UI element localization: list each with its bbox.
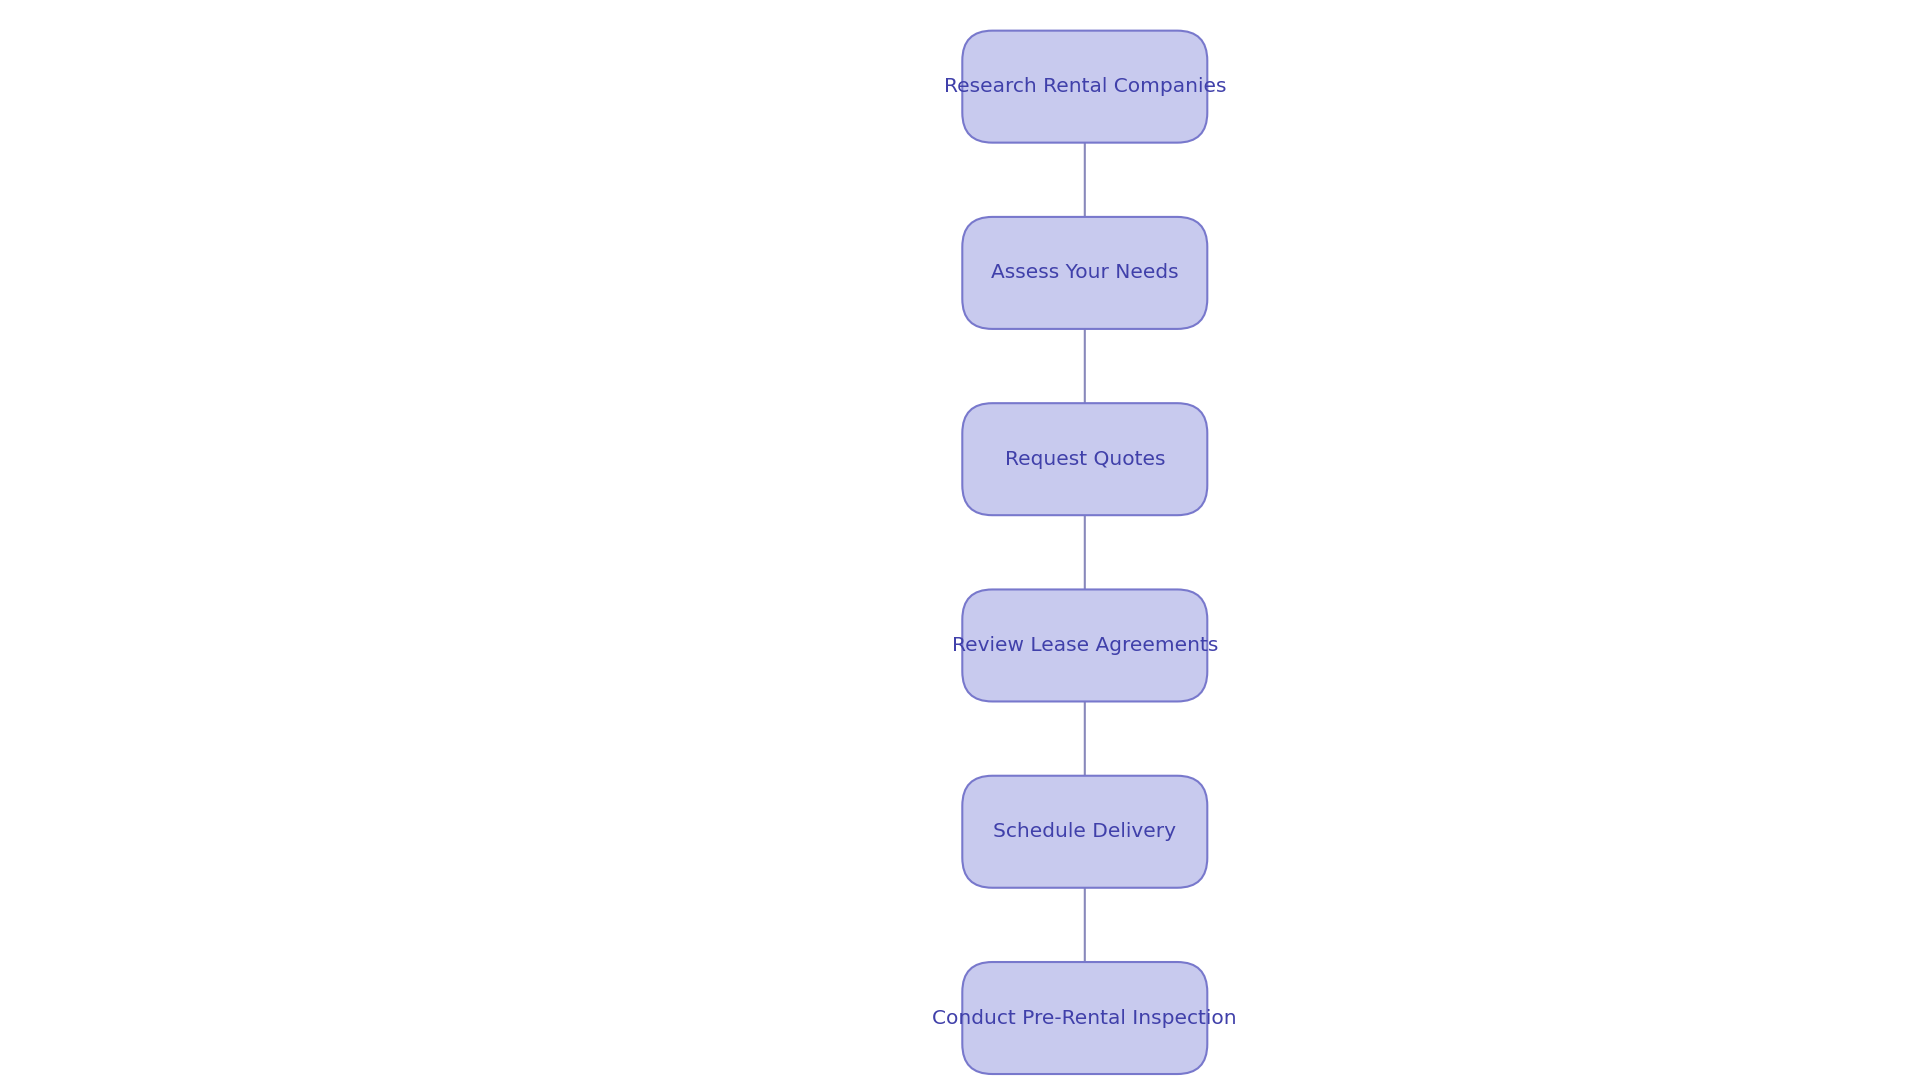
Text: Assess Your Needs: Assess Your Needs bbox=[991, 263, 1179, 283]
FancyBboxPatch shape bbox=[962, 962, 1208, 1074]
FancyBboxPatch shape bbox=[962, 589, 1208, 702]
Text: Request Quotes: Request Quotes bbox=[1004, 449, 1165, 469]
Text: Review Lease Agreements: Review Lease Agreements bbox=[952, 636, 1217, 655]
FancyBboxPatch shape bbox=[962, 30, 1208, 143]
FancyBboxPatch shape bbox=[962, 775, 1208, 888]
FancyBboxPatch shape bbox=[962, 403, 1208, 516]
FancyBboxPatch shape bbox=[962, 217, 1208, 329]
Text: Conduct Pre-Rental Inspection: Conduct Pre-Rental Inspection bbox=[933, 1008, 1236, 1028]
Text: Schedule Delivery: Schedule Delivery bbox=[993, 822, 1177, 841]
Text: Research Rental Companies: Research Rental Companies bbox=[943, 77, 1227, 96]
